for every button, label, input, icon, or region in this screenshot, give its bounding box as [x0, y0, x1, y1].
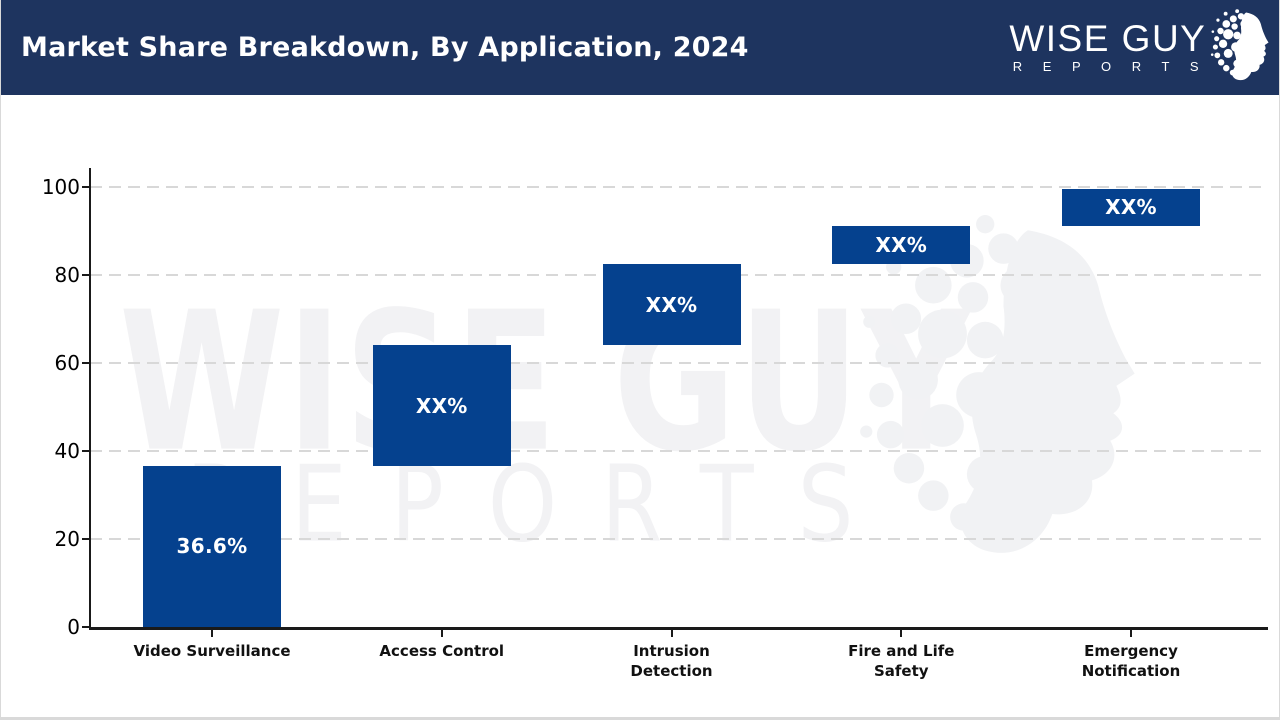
- bar-value-label: 36.6%: [176, 534, 248, 559]
- x-axis-category-label: Intrusion Detection: [630, 642, 713, 680]
- wise-guy-logo: WISE GUY R E P O R T S: [1009, 6, 1273, 88]
- x-axis-category-label: Emergency Notification: [1081, 642, 1181, 680]
- y-tick-mark: [82, 186, 90, 188]
- y-tick-mark: [82, 450, 90, 452]
- y-axis-tick-label: 80: [54, 263, 80, 287]
- x-tick-mark: [1130, 629, 1132, 637]
- logo-wordmark-line2: R E P O R T S: [1012, 59, 1207, 74]
- x-axis-category-label: Fire and Life Safety: [848, 642, 955, 680]
- gridline-40: [90, 450, 1267, 452]
- y-axis-line: [89, 168, 91, 629]
- x-axis-line: [89, 627, 1268, 630]
- bar-value-label: XX%: [875, 232, 928, 257]
- x-axis-category-label: Access Control: [379, 642, 505, 660]
- bar-segment: XX%: [1062, 189, 1200, 226]
- y-axis-tick-label: 0: [67, 615, 80, 639]
- y-axis-tick-label: 100: [41, 175, 80, 199]
- bar-segment: XX%: [602, 264, 741, 346]
- gridline-60: [90, 362, 1267, 364]
- y-tick-mark: [82, 538, 90, 540]
- page-title: Market Share Breakdown, By Application, …: [21, 32, 749, 63]
- bar-value-label: XX%: [645, 292, 698, 317]
- y-axis-tick-label: 40: [54, 439, 80, 463]
- gridline-100: [90, 186, 1267, 188]
- logo-wordmark-line1: WISE GUY: [1009, 18, 1207, 59]
- bar-value-label: XX%: [415, 393, 468, 418]
- header: Market Share Breakdown, By Application, …: [1, 0, 1279, 95]
- y-tick-mark: [82, 274, 90, 276]
- x-tick-mark: [211, 629, 213, 637]
- bar-segment: 36.6%: [143, 465, 281, 627]
- y-axis-tick-label: 60: [54, 351, 80, 375]
- bar-segment: XX%: [372, 345, 511, 466]
- y-tick-mark: [82, 362, 90, 364]
- bar-value-label: XX%: [1105, 195, 1157, 220]
- x-tick-mark: [670, 629, 673, 637]
- x-tick-mark: [900, 629, 903, 637]
- dotted-head-icon: [1209, 6, 1273, 88]
- y-tick-mark: [82, 626, 90, 628]
- x-tick-mark: [440, 629, 443, 637]
- x-axis-category-label: Video Surveillance: [133, 642, 291, 660]
- logo-wordmark: WISE GUY R E P O R T S: [1009, 18, 1207, 75]
- bar-segment: XX%: [832, 225, 971, 264]
- y-axis-tick-label: 20: [54, 527, 80, 551]
- gridline-20: [90, 538, 1267, 540]
